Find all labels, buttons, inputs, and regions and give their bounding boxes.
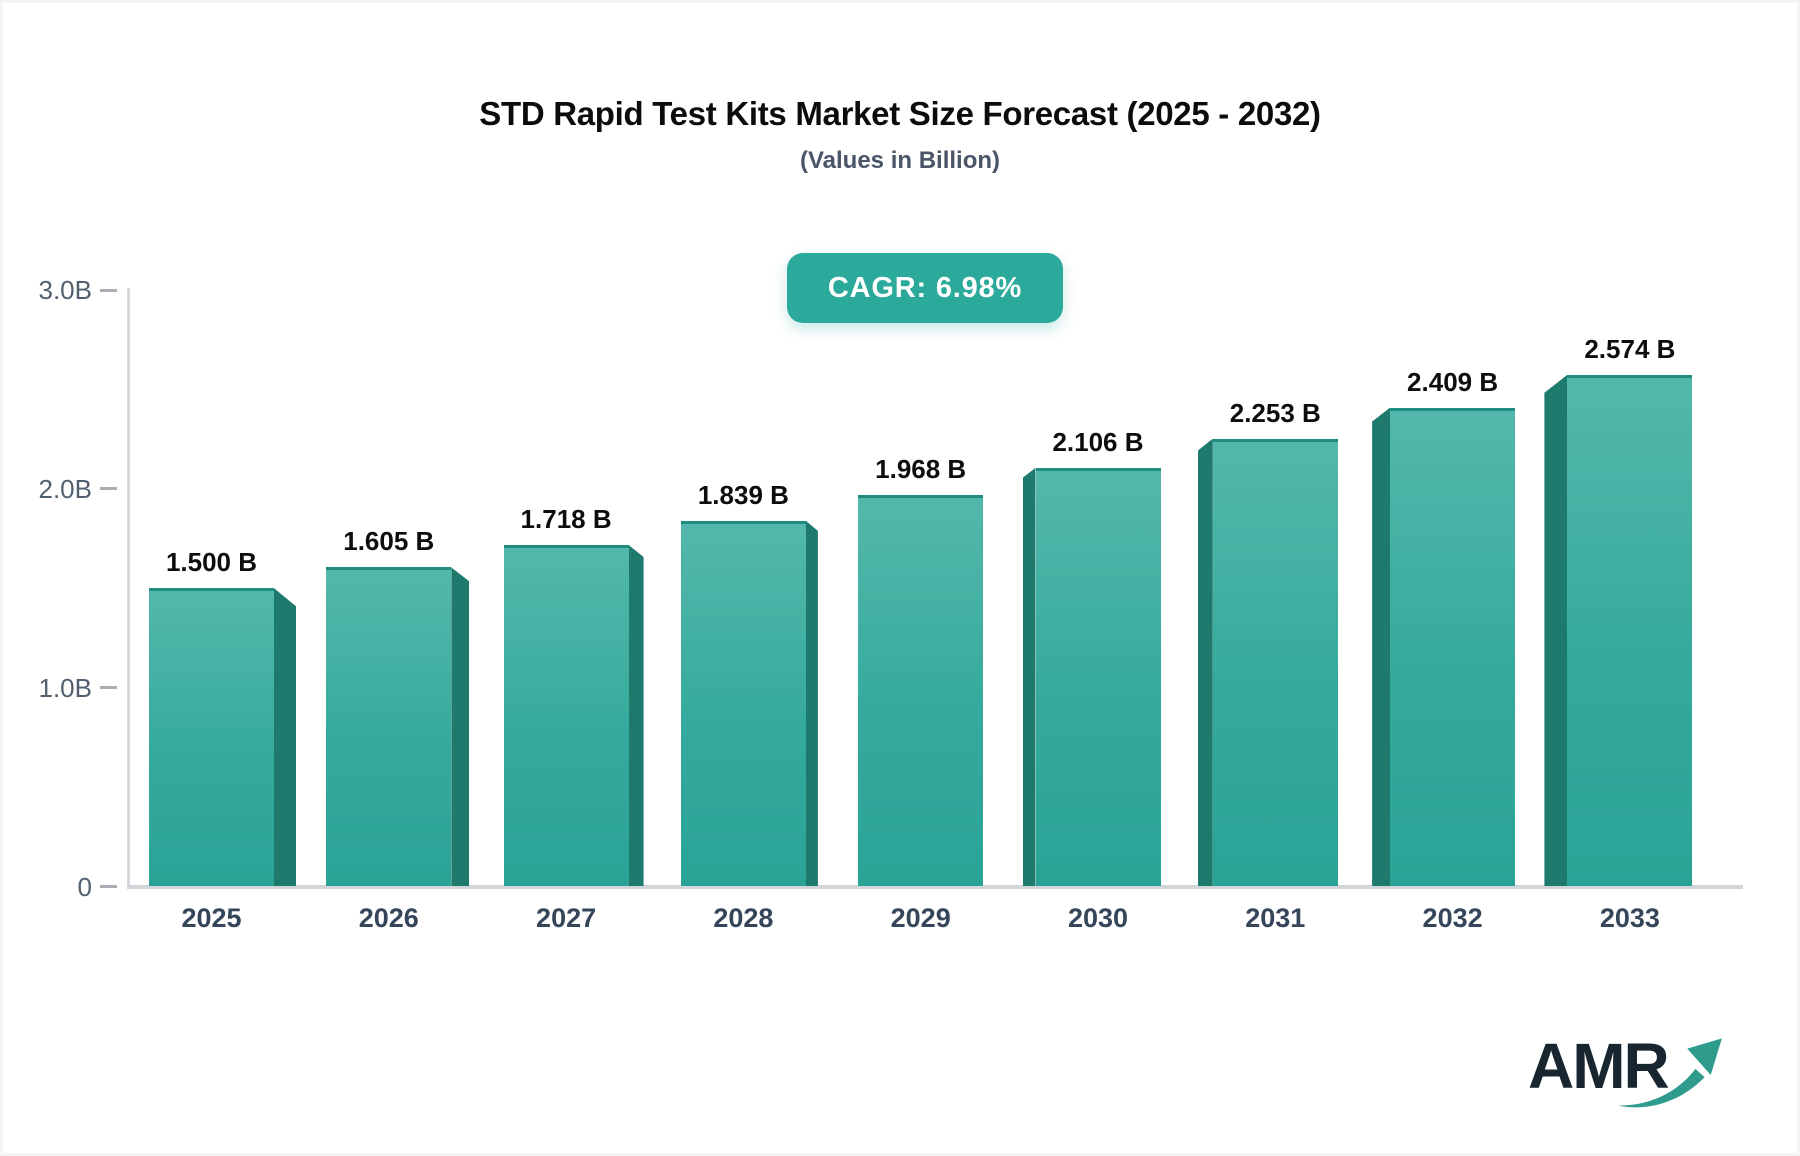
bar-side-face xyxy=(628,544,644,887)
x-axis-label: 2029 xyxy=(890,903,951,933)
cagr-badge: CAGR: 6.98% xyxy=(787,253,1063,323)
bar-value-label: 2.409 B xyxy=(1407,366,1499,397)
y-axis-line xyxy=(127,288,130,888)
bar-value-label: 1.718 B xyxy=(520,503,612,534)
y-axis-tick-label: 1.0B xyxy=(38,672,93,703)
bar-side-face xyxy=(1022,467,1036,887)
bar-2029 xyxy=(858,495,984,887)
bar-value-label: 1.500 B xyxy=(165,547,258,578)
amr-logo-text: AMR xyxy=(1528,1030,1670,1102)
bar-2027 xyxy=(503,544,629,887)
bar-2032 xyxy=(1390,407,1516,887)
bar-side-face xyxy=(451,567,470,887)
bar-value-label: 1.605 B xyxy=(343,526,435,557)
chart-subtitle: (Values in Billion) xyxy=(799,147,1001,174)
x-axis-line xyxy=(127,885,1743,889)
bar-side-face xyxy=(274,588,296,887)
bar-2028 xyxy=(680,520,806,887)
x-axis-label: 2028 xyxy=(713,903,774,933)
x-axis-label: 2031 xyxy=(1245,903,1306,933)
chart-title: STD Rapid Test Kits Market Size Forecast… xyxy=(479,95,1321,132)
y-axis-tick xyxy=(100,686,117,690)
y-axis-tick xyxy=(100,487,117,491)
bar-2026 xyxy=(326,567,452,887)
bar-value-label: 2.106 B xyxy=(1052,426,1144,457)
y-axis-tick xyxy=(100,288,117,292)
bar-side-face xyxy=(1197,438,1213,887)
bar-2030 xyxy=(1035,467,1161,887)
y-axis-tick-label: 2.0B xyxy=(38,473,93,504)
bar-value-label: 2.574 B xyxy=(1584,333,1676,364)
bar-value-label: 1.968 B xyxy=(875,454,967,485)
bar-side-face xyxy=(1544,374,1568,887)
bar-side-face xyxy=(1372,407,1391,887)
bar-value-label: 2.253 B xyxy=(1229,397,1321,428)
y-axis-tick xyxy=(100,885,117,888)
x-axis-label: 2027 xyxy=(536,903,597,933)
x-axis-label: 2033 xyxy=(1599,903,1660,933)
bar-value-label: 1.839 B xyxy=(697,479,789,510)
cagr-badge-label: CAGR: 6.98% xyxy=(827,271,1023,304)
x-axis-label: 2030 xyxy=(1067,903,1129,933)
x-axis-label: 2026 xyxy=(358,903,419,933)
growth-arrow-icon xyxy=(1618,1038,1722,1108)
x-axis-label: 2025 xyxy=(181,903,242,933)
bar-2031 xyxy=(1212,438,1338,887)
y-axis-tick-label: 3.0B xyxy=(38,275,93,306)
y-axis-tick-label: 0 xyxy=(77,871,92,902)
bar-2025 xyxy=(149,588,274,887)
bar-2033 xyxy=(1567,374,1693,887)
x-axis-label: 2032 xyxy=(1422,903,1483,933)
bar-side-face xyxy=(805,520,818,887)
amr-logo: AMR xyxy=(1528,1032,1728,1122)
